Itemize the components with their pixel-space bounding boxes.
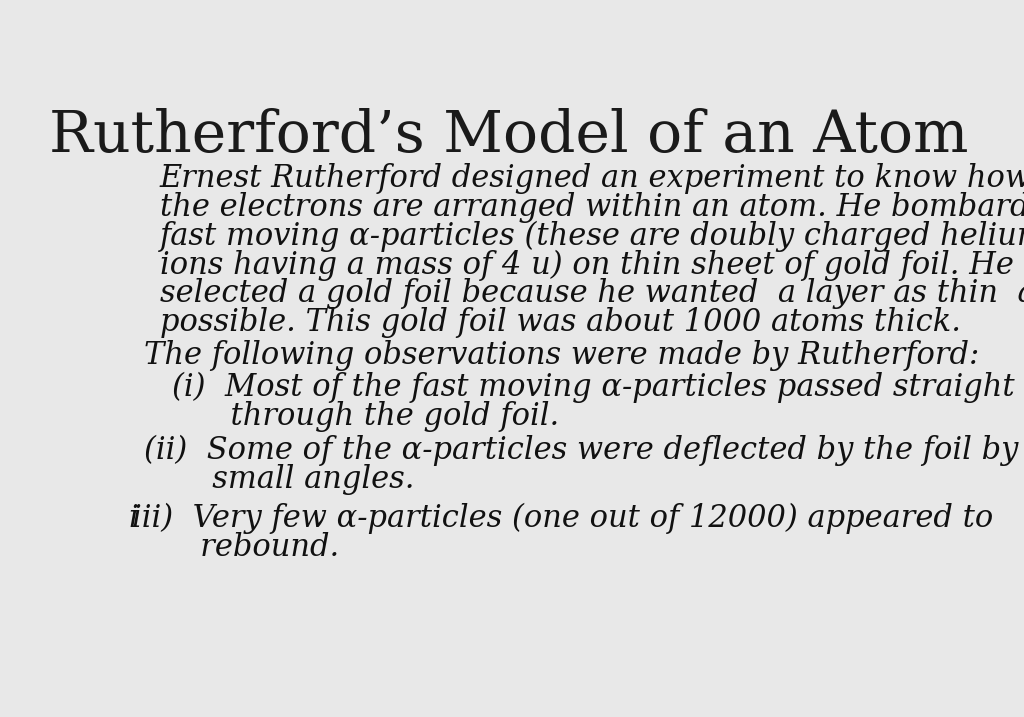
Text: fast moving α-particles (these are doubly charged helium: fast moving α-particles (these are doubl… — [160, 221, 1024, 252]
Text: (i)  Most of the fast moving α-particles passed straight: (i) Most of the fast moving α-particles … — [172, 372, 1015, 403]
Text: the electrons are arranged within an atom. He bombarded: the electrons are arranged within an ato… — [160, 192, 1024, 223]
Text: selected a gold foil because he wanted  a layer as thin  as: selected a gold foil because he wanted a… — [160, 278, 1024, 309]
Text: The following observations were made by Rutherford:: The following observations were made by … — [143, 340, 979, 371]
Text: rebound.: rebound. — [132, 531, 339, 563]
Text: through the gold foil.: through the gold foil. — [172, 401, 559, 432]
Text: ions having a mass of 4 u) on thin sheet of gold foil. He: ions having a mass of 4 u) on thin sheet… — [160, 250, 1014, 280]
Text: possible. This gold foil was about 1000 atoms thick.: possible. This gold foil was about 1000 … — [160, 307, 961, 338]
Text: Rutherford’s Model of an Atom: Rutherford’s Model of an Atom — [49, 108, 969, 164]
Text: Ernest Rutherford designed an experiment to know how: Ernest Rutherford designed an experiment… — [160, 163, 1024, 194]
Text: iii)  Very few α-particles (one out of 12000) appeared to: iii) Very few α-particles (one out of 12… — [132, 503, 993, 534]
Text: small angles.: small angles. — [143, 464, 415, 495]
Text: i: i — [128, 503, 138, 534]
Text: (ii)  Some of the α-particles were deflected by the foil by: (ii) Some of the α-particles were deflec… — [143, 435, 1018, 466]
